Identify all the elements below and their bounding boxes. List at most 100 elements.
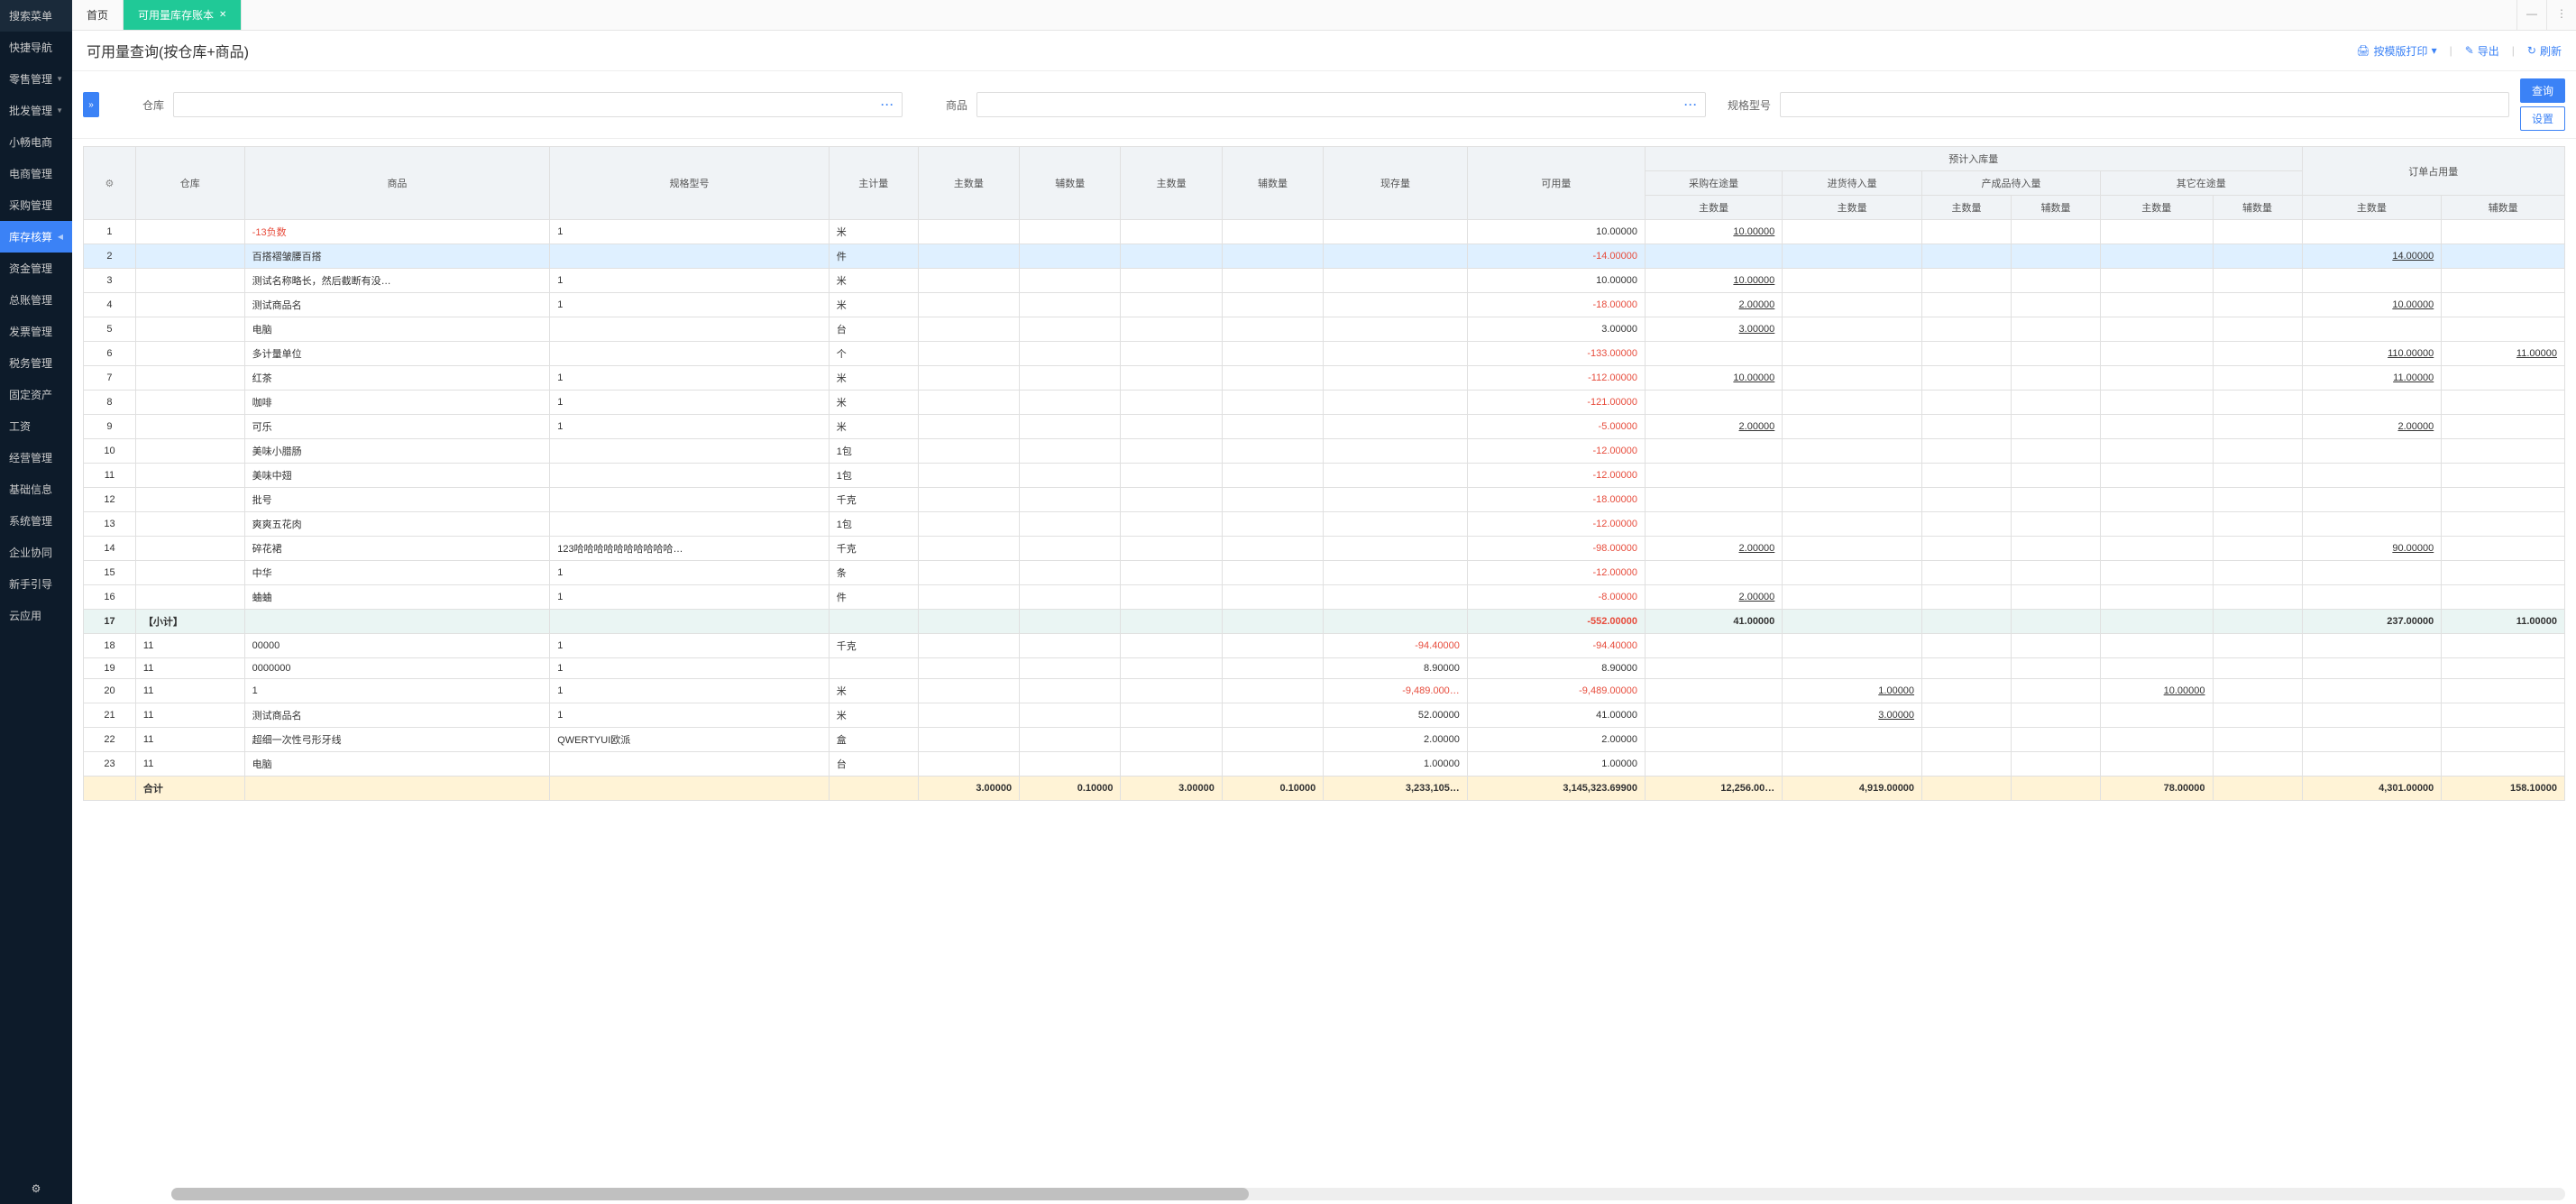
export-button[interactable]: ✎ 导出 (2465, 43, 2499, 59)
gear-column[interactable]: ⚙ (84, 147, 136, 220)
sidebar-item-8[interactable]: 资金管理 (0, 253, 72, 284)
table-row[interactable]: 1-13负数1米10.0000010.00000 (84, 220, 2565, 244)
refresh-icon: ↻ (2527, 44, 2536, 57)
sidebar-item-4[interactable]: 小畅电商 (0, 126, 72, 158)
table-row[interactable]: 201111米-9,489.000…-9,489.000001.0000010.… (84, 679, 2565, 703)
page-header: 可用量查询(按仓库+商品) 🖨 按模版打印 ▾ | ✎ 导出 | ↻ 刷新 (72, 31, 2576, 71)
chevron-down-icon: ▼ (56, 106, 63, 115)
sidebar-item-3[interactable]: 批发管理▼ (0, 95, 72, 126)
sidebar-item-1[interactable]: 快捷导航 (0, 32, 72, 63)
table-row[interactable]: 5电脑台3.000003.00000 (84, 317, 2565, 342)
sidebar-item-label: 搜索菜单 (9, 8, 52, 23)
table-row[interactable]: 8咖啡1米-121.00000 (84, 391, 2565, 415)
sidebar-item-14[interactable]: 经营管理 (0, 442, 72, 473)
sidebar-item-0[interactable]: 搜索菜单 (0, 0, 72, 32)
table-row[interactable]: 12批号千克-18.00000 (84, 488, 2565, 512)
sidebar: 搜索菜单快捷导航零售管理▼批发管理▼小畅电商电商管理采购管理库存核算◀资金管理总… (0, 0, 72, 1204)
tab-1[interactable]: 可用量库存账本✕ (124, 0, 242, 30)
table-row[interactable]: 17【小计】-552.0000041.00000237.0000011.0000… (84, 610, 2565, 634)
sidebar-item-9[interactable]: 总账管理 (0, 284, 72, 316)
col-expected-in: 预计入库量 (1645, 147, 2302, 171)
main-area: 首页可用量库存账本✕ — ⋮ 可用量查询(按仓库+商品) 🖨 按模版打印 ▾ |… (72, 0, 2576, 1204)
col-mainqty2: 主数量 (1121, 147, 1222, 220)
sidebar-item-2[interactable]: 零售管理▼ (0, 63, 72, 95)
table-row[interactable]: 1911000000018.900008.90000 (84, 658, 2565, 679)
table-row[interactable]: 3测试名称略长，然后截断有没…1米10.0000010.00000 (84, 269, 2565, 293)
sidebar-item-label: 工资 (9, 418, 31, 434)
sidebar-item-12[interactable]: 固定资产 (0, 379, 72, 410)
sidebar-item-label: 经营管理 (9, 450, 52, 465)
sidebar-item-label: 小畅电商 (9, 134, 52, 150)
chevron-down-icon: ▾ (2432, 44, 2437, 57)
sidebar-item-label: 采购管理 (9, 198, 52, 213)
filter-product-input[interactable]: ··· (976, 92, 1706, 117)
close-icon[interactable]: ✕ (219, 10, 226, 20)
sidebar-item-10[interactable]: 发票管理 (0, 316, 72, 347)
filter-warehouse-input[interactable]: ··· (173, 92, 903, 117)
sidebar-item-7[interactable]: 库存核算 ◀ (0, 221, 72, 253)
table-row[interactable]: 2111测试商品名1米52.0000041.000003.00000 (84, 703, 2565, 728)
table-row[interactable]: 2211超细一次性弓形牙线QWERTYUI欧派盒2.000002.00000 (84, 728, 2565, 752)
refresh-button[interactable]: ↻ 刷新 (2527, 43, 2562, 59)
filter-spec-input[interactable] (1780, 92, 2509, 117)
tabs-more[interactable]: ⋮ (2546, 0, 2576, 30)
sidebar-item-label: 新手引导 (9, 576, 52, 592)
print-icon: 🖨 (2356, 44, 2370, 57)
table-container: ⚙ 仓库 商品 规格型号 主计量 主数量 辅数量 主数量 辅数量 现存量 可用量… (72, 139, 2576, 1186)
sidebar-item-13[interactable]: 工资 (0, 410, 72, 442)
table-row[interactable]: 1811000001千克-94.40000-94.40000 (84, 634, 2565, 658)
table-row[interactable]: 13爽爽五花肉1包-12.00000 (84, 512, 2565, 537)
table-row[interactable]: 11美味中翅1包-12.00000 (84, 464, 2565, 488)
filter-product-label: 商品 (913, 97, 976, 113)
table-row[interactable]: 9可乐1米-5.000002.000002.00000 (84, 415, 2565, 439)
total-row: 合计3.000000.100003.000000.100003,233,105…… (84, 777, 2565, 801)
col-order-occupy: 订单占用量 (2302, 147, 2565, 196)
col-auxqty2: 辅数量 (1222, 147, 1323, 220)
export-icon: ✎ (2465, 44, 2474, 57)
sidebar-item-label: 库存核算 (9, 229, 52, 244)
tab-label: 首页 (87, 7, 108, 23)
print-button[interactable]: 🖨 按模版打印 ▾ (2356, 43, 2436, 59)
sidebar-item-17[interactable]: 企业协同 (0, 537, 72, 568)
col-stock: 现存量 (1324, 147, 1468, 220)
sidebar-item-label: 电商管理 (9, 166, 52, 181)
settings-button[interactable]: 设置 (2520, 106, 2565, 131)
table-row[interactable]: 4测试商品名1米-18.000002.0000010.00000 (84, 293, 2565, 317)
table-row[interactable]: 10美味小腊肠1包-12.00000 (84, 439, 2565, 464)
table-row[interactable]: 2百搭褶皱腰百搭件-14.0000014.00000 (84, 244, 2565, 269)
sidebar-item-6[interactable]: 采购管理 (0, 189, 72, 221)
col-other: 其它在途量 (2101, 171, 2302, 196)
tabs-close-all[interactable]: — (2516, 0, 2546, 30)
sidebar-item-label: 发票管理 (9, 324, 52, 339)
table-row[interactable]: 14碎花裙123哈哈哈哈哈哈哈哈哈哈…千克-98.000002.0000090.… (84, 537, 2565, 561)
sidebar-item-label: 资金管理 (9, 261, 52, 276)
col-spec: 规格型号 (550, 147, 830, 220)
horizontal-scrollbar[interactable] (171, 1188, 2565, 1200)
chevron-left-icon: ◀ (58, 233, 63, 241)
sidebar-item-18[interactable]: 新手引导 (0, 568, 72, 600)
query-button[interactable]: 查询 (2520, 78, 2565, 103)
data-table: ⚙ 仓库 商品 规格型号 主计量 主数量 辅数量 主数量 辅数量 现存量 可用量… (83, 146, 2565, 801)
sidebar-settings[interactable]: ⚙ (0, 1173, 72, 1204)
sidebar-item-11[interactable]: 税务管理 (0, 347, 72, 379)
tabs-bar: 首页可用量库存账本✕ — ⋮ (72, 0, 2576, 31)
sidebar-item-15[interactable]: 基础信息 (0, 473, 72, 505)
sidebar-item-19[interactable]: 云应用 (0, 600, 72, 631)
table-row[interactable]: 15中华1条-12.00000 (84, 561, 2565, 585)
table-row[interactable]: 6多计量单位个-133.00000110.0000011.00000 (84, 342, 2565, 366)
sidebar-item-label: 零售管理 (9, 71, 52, 87)
sidebar-item-5[interactable]: 电商管理 (0, 158, 72, 189)
page-title: 可用量查询(按仓库+商品) (87, 40, 2356, 61)
ellipsis-icon: ··· (1684, 98, 1698, 111)
tab-0[interactable]: 首页 (72, 0, 124, 30)
table-row[interactable]: 2311电脑台1.000001.00000 (84, 752, 2565, 777)
sidebar-item-label: 基础信息 (9, 482, 52, 497)
sidebar-item-16[interactable]: 系统管理 (0, 505, 72, 537)
table-row[interactable]: 16蛐蛐1件-8.000002.00000 (84, 585, 2565, 610)
scrollbar-thumb[interactable] (171, 1188, 1249, 1200)
filter-spec-label: 规格型号 (1717, 97, 1780, 113)
collapse-toggle[interactable]: » (83, 92, 99, 117)
col-purchase: 采购在途量 (1645, 171, 1782, 196)
table-row[interactable]: 7红茶1米-112.0000010.0000011.00000 (84, 366, 2565, 391)
filter-warehouse-label: 仓库 (110, 97, 173, 113)
